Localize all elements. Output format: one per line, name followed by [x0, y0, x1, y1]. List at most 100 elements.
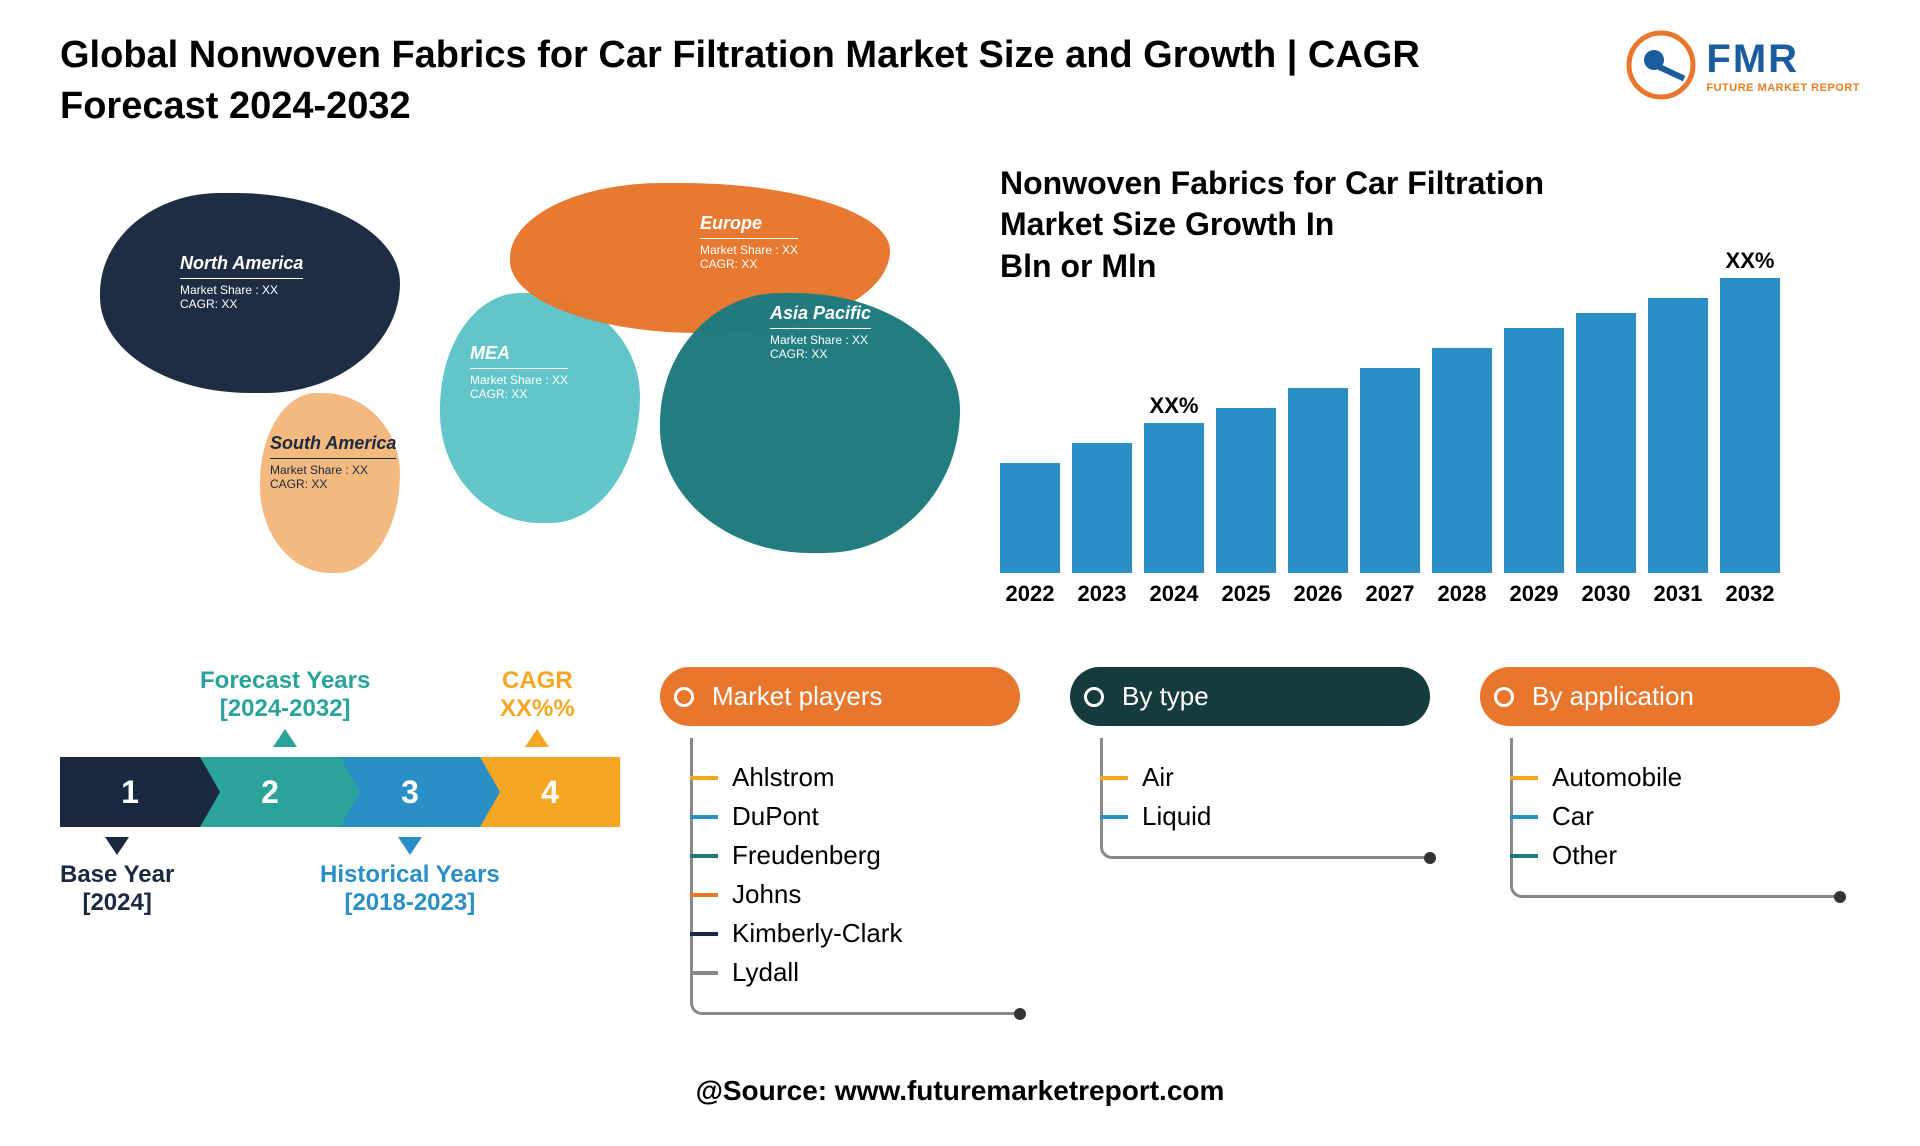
category-box: By type Air Liquid	[1070, 667, 1430, 1015]
page-title: Global Nonwoven Fabrics for Car Filtrati…	[60, 30, 1460, 133]
bar	[1504, 328, 1564, 573]
category-item-label: Automobile	[1552, 762, 1682, 793]
logo-icon	[1626, 30, 1696, 100]
category-header-label: By type	[1122, 681, 1209, 712]
category-item: Automobile	[1513, 762, 1832, 793]
category-header-label: By application	[1532, 681, 1694, 712]
chart-title-line1: Nonwoven Fabrics for Car Filtration	[1000, 165, 1544, 201]
region-label: South AmericaMarket Share : XXCAGR: XX	[270, 433, 396, 491]
category-item-label: Freudenberg	[732, 840, 881, 871]
logo: FMR FUTURE MARKET REPORT	[1626, 30, 1860, 100]
bar-col: 2022	[1000, 463, 1060, 607]
source-line: @Source: www.futuremarketreport.com	[60, 1075, 1860, 1107]
bar-year-label: 2027	[1366, 581, 1415, 607]
map-region-mea	[440, 293, 640, 523]
category-item: Johns	[693, 879, 1012, 910]
category-item: Car	[1513, 801, 1832, 832]
bar	[1648, 298, 1708, 573]
bar	[1072, 443, 1132, 573]
timeline-segment: 4	[480, 757, 620, 827]
category-item-label: Liquid	[1142, 801, 1211, 832]
bar-annotation: XX%	[1726, 248, 1775, 274]
category-item-label: DuPont	[732, 801, 819, 832]
bar-col: 2028	[1432, 348, 1492, 607]
bar	[1000, 463, 1060, 573]
region-label: North AmericaMarket Share : XXCAGR: XX	[180, 253, 303, 311]
category-item: Liquid	[1103, 801, 1422, 832]
timeline-segment: 3	[340, 757, 480, 827]
dot-icon	[674, 687, 694, 707]
category-body: Ahlstrom DuPont Freudenberg Johns Kimberly-C…	[690, 738, 1020, 1015]
bar-year-label: 2024	[1150, 581, 1199, 607]
bar-year-label: 2030	[1582, 581, 1631, 607]
category-item: Freudenberg	[693, 840, 1012, 871]
bar	[1144, 423, 1204, 573]
forecast-label: Forecast Years [2024-2032]	[200, 667, 370, 753]
bar-col: 2029	[1504, 328, 1564, 607]
category-box: Market players Ahlstrom DuPont Freudenberg…	[660, 667, 1020, 1015]
base-year-label: Base Year [2024]	[60, 837, 174, 917]
bar-col: XX%2032	[1720, 278, 1780, 607]
category-item-label: Johns	[732, 879, 801, 910]
historical-label: Historical Years [2018-2023]	[320, 837, 500, 917]
category-item-label: Air	[1142, 762, 1174, 793]
dot-icon	[1084, 687, 1104, 707]
category-item: Air	[1103, 762, 1422, 793]
bar-year-label: 2028	[1438, 581, 1487, 607]
bar-chart-section: Nonwoven Fabrics for Car Filtration Mark…	[1000, 163, 1860, 608]
bar-year-label: 2022	[1006, 581, 1055, 607]
bar-year-label: 2029	[1510, 581, 1559, 607]
timeline-bar: 1234	[60, 757, 620, 827]
category-item-label: Kimberly-Clark	[732, 918, 902, 949]
cagr-label: CAGR XX%%	[500, 667, 575, 753]
bar-col: 2027	[1360, 368, 1420, 607]
bar-col: 2026	[1288, 388, 1348, 607]
category-header: Market players	[660, 667, 1020, 726]
bar-col: 2025	[1216, 408, 1276, 607]
bar	[1216, 408, 1276, 573]
region-label: Asia PacificMarket Share : XXCAGR: XX	[770, 303, 871, 361]
timeline-segment: 1	[60, 757, 200, 827]
logo-subtitle: FUTURE MARKET REPORT	[1706, 82, 1860, 94]
category-item-label: Lydall	[732, 957, 799, 988]
bar-year-label: 2031	[1654, 581, 1703, 607]
bar-col: 2023	[1072, 443, 1132, 607]
category-item-label: Other	[1552, 840, 1617, 871]
category-item-label: Ahlstrom	[732, 762, 835, 793]
category-item: DuPont	[693, 801, 1012, 832]
bar	[1576, 313, 1636, 573]
category-item: Kimberly-Clark	[693, 918, 1012, 949]
bar	[1720, 278, 1780, 573]
category-item: Ahlstrom	[693, 762, 1012, 793]
bar-year-label: 2032	[1726, 581, 1775, 607]
category-header: By type	[1070, 667, 1430, 726]
bar	[1288, 388, 1348, 573]
chart-title-line2: Market Size Growth In	[1000, 206, 1334, 242]
category-body: Air Liquid	[1100, 738, 1430, 859]
region-label: EuropeMarket Share : XXCAGR: XX	[700, 213, 798, 271]
bar-year-label: 2023	[1078, 581, 1127, 607]
bar-col: 2030	[1576, 313, 1636, 607]
timeline-segment: 2	[200, 757, 340, 827]
category-item-label: Car	[1552, 801, 1594, 832]
bar-annotation: XX%	[1150, 393, 1199, 419]
bar-chart: 20222023XX%20242025202620272028202920302…	[1000, 307, 1860, 607]
bar-year-label: 2025	[1222, 581, 1271, 607]
category-body: Automobile Car Other	[1510, 738, 1840, 898]
bar	[1432, 348, 1492, 573]
bar-year-label: 2026	[1294, 581, 1343, 607]
region-label: MEAMarket Share : XXCAGR: XX	[470, 343, 568, 401]
category-header: By application	[1480, 667, 1840, 726]
category-header-label: Market players	[712, 681, 883, 712]
bar	[1360, 368, 1420, 573]
chart-title-line3: Bln or Mln	[1000, 248, 1156, 284]
category-box: By application Automobile Car Other	[1480, 667, 1840, 1015]
category-item: Lydall	[693, 957, 1012, 988]
bar-col: XX%2024	[1144, 423, 1204, 607]
logo-acronym: FMR	[1706, 37, 1860, 82]
timeline-section: Forecast Years [2024-2032] CAGR XX%% 123…	[60, 667, 620, 927]
world-map: North AmericaMarket Share : XXCAGR: XX So…	[60, 163, 960, 563]
category-item: Other	[1513, 840, 1832, 871]
bar-col: 2031	[1648, 298, 1708, 607]
dot-icon	[1494, 687, 1514, 707]
